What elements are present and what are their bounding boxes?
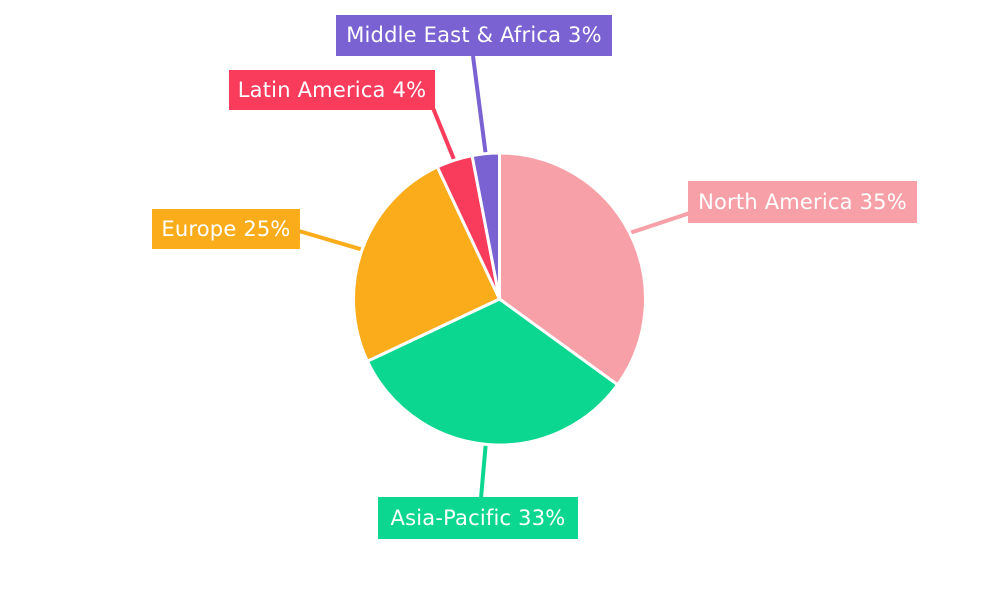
leader-line-latin-america	[431, 107, 457, 163]
pie-slice-europe	[352, 165, 501, 363]
pie-slice-north-america	[498, 151, 647, 387]
leader-line-middle-east-africa	[471, 55, 488, 156]
leader-line-north-america	[627, 211, 691, 236]
leader-line-asia-pacific	[479, 442, 488, 499]
leader-line-europe	[298, 229, 365, 253]
pie-slice-middle-east-africa	[470, 151, 501, 301]
pie-slice-asia-pacific	[365, 297, 620, 447]
